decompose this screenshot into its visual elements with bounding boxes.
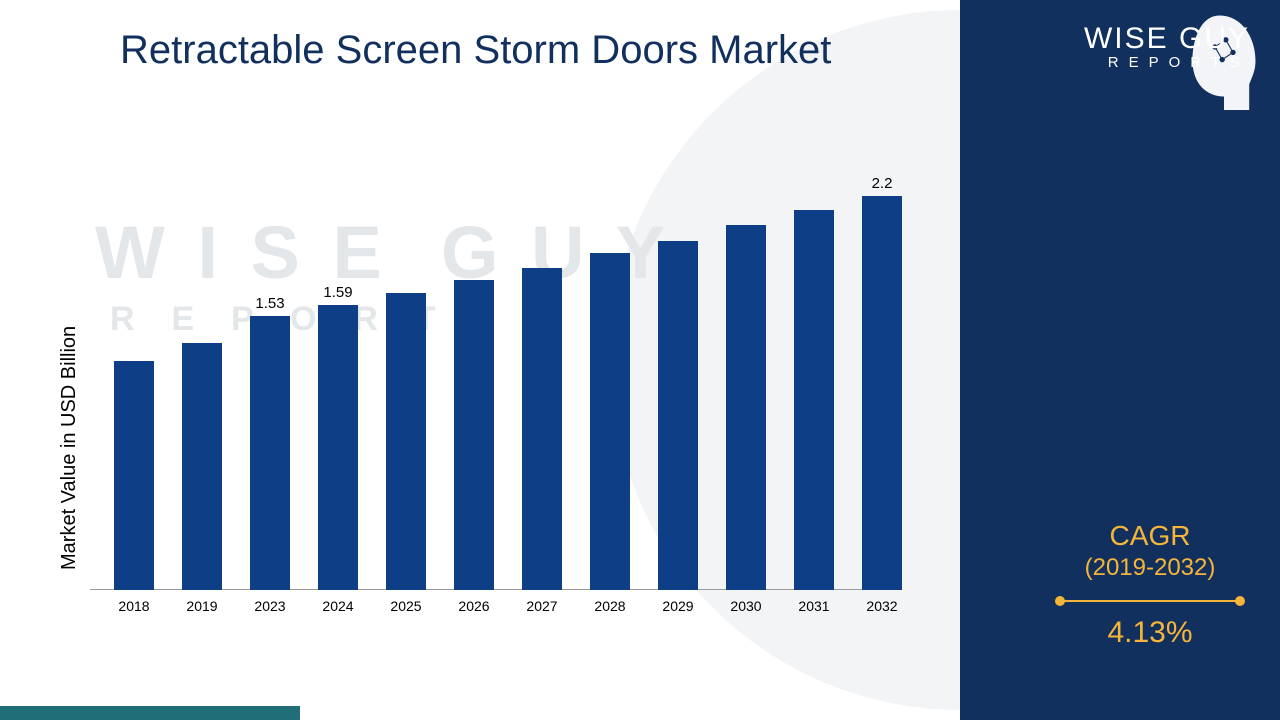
x-tick-label: 2018 <box>104 598 164 614</box>
infographic-canvas: W I S E G U Y R E P O R T S Retractable … <box>0 0 1280 720</box>
cagr-separator <box>1060 600 1240 602</box>
bar <box>522 268 562 591</box>
bar <box>454 280 494 590</box>
x-tick-label: 2029 <box>648 598 708 614</box>
brand-logo-main: WISE GUY <box>1084 22 1250 56</box>
x-tick-label: 2031 <box>784 598 844 614</box>
brand-logo-sub: REPORTS <box>1084 54 1250 71</box>
bar <box>318 305 358 590</box>
x-tick-label: 2032 <box>852 598 912 614</box>
bar-value-label: 1.53 <box>240 295 300 312</box>
x-tick-label: 2025 <box>376 598 436 614</box>
bar <box>250 316 290 590</box>
cagr-label: CAGR <box>1020 520 1280 552</box>
bar-value-label: 2.2 <box>852 175 912 192</box>
x-tick-label: 2028 <box>580 598 640 614</box>
bar-value-label: 1.59 <box>308 284 368 301</box>
bar-chart: 201820191.5320231.5920242025202620272028… <box>90 160 900 590</box>
bar <box>590 253 630 590</box>
x-tick-label: 2027 <box>512 598 572 614</box>
footer-accent-strip <box>0 706 300 720</box>
cagr-block: CAGR (2019-2032) 4.13% <box>1020 520 1280 650</box>
bar <box>114 361 154 590</box>
bar <box>862 196 902 590</box>
x-tick-label: 2019 <box>172 598 232 614</box>
x-tick-label: 2030 <box>716 598 776 614</box>
bar <box>182 343 222 590</box>
bar <box>658 241 698 590</box>
cagr-period: (2019-2032) <box>1020 554 1280 582</box>
bar <box>794 210 834 590</box>
chart-title: Retractable Screen Storm Doors Market <box>120 28 831 73</box>
brand-logo: WISE GUY REPORTS <box>1084 22 1250 71</box>
x-tick-label: 2026 <box>444 598 504 614</box>
x-tick-label: 2023 <box>240 598 300 614</box>
cagr-value: 4.13% <box>1020 616 1280 650</box>
bar <box>386 293 426 590</box>
bar <box>726 225 766 591</box>
x-tick-label: 2024 <box>308 598 368 614</box>
y-axis-label: Market Value in USD Billion <box>58 326 81 570</box>
